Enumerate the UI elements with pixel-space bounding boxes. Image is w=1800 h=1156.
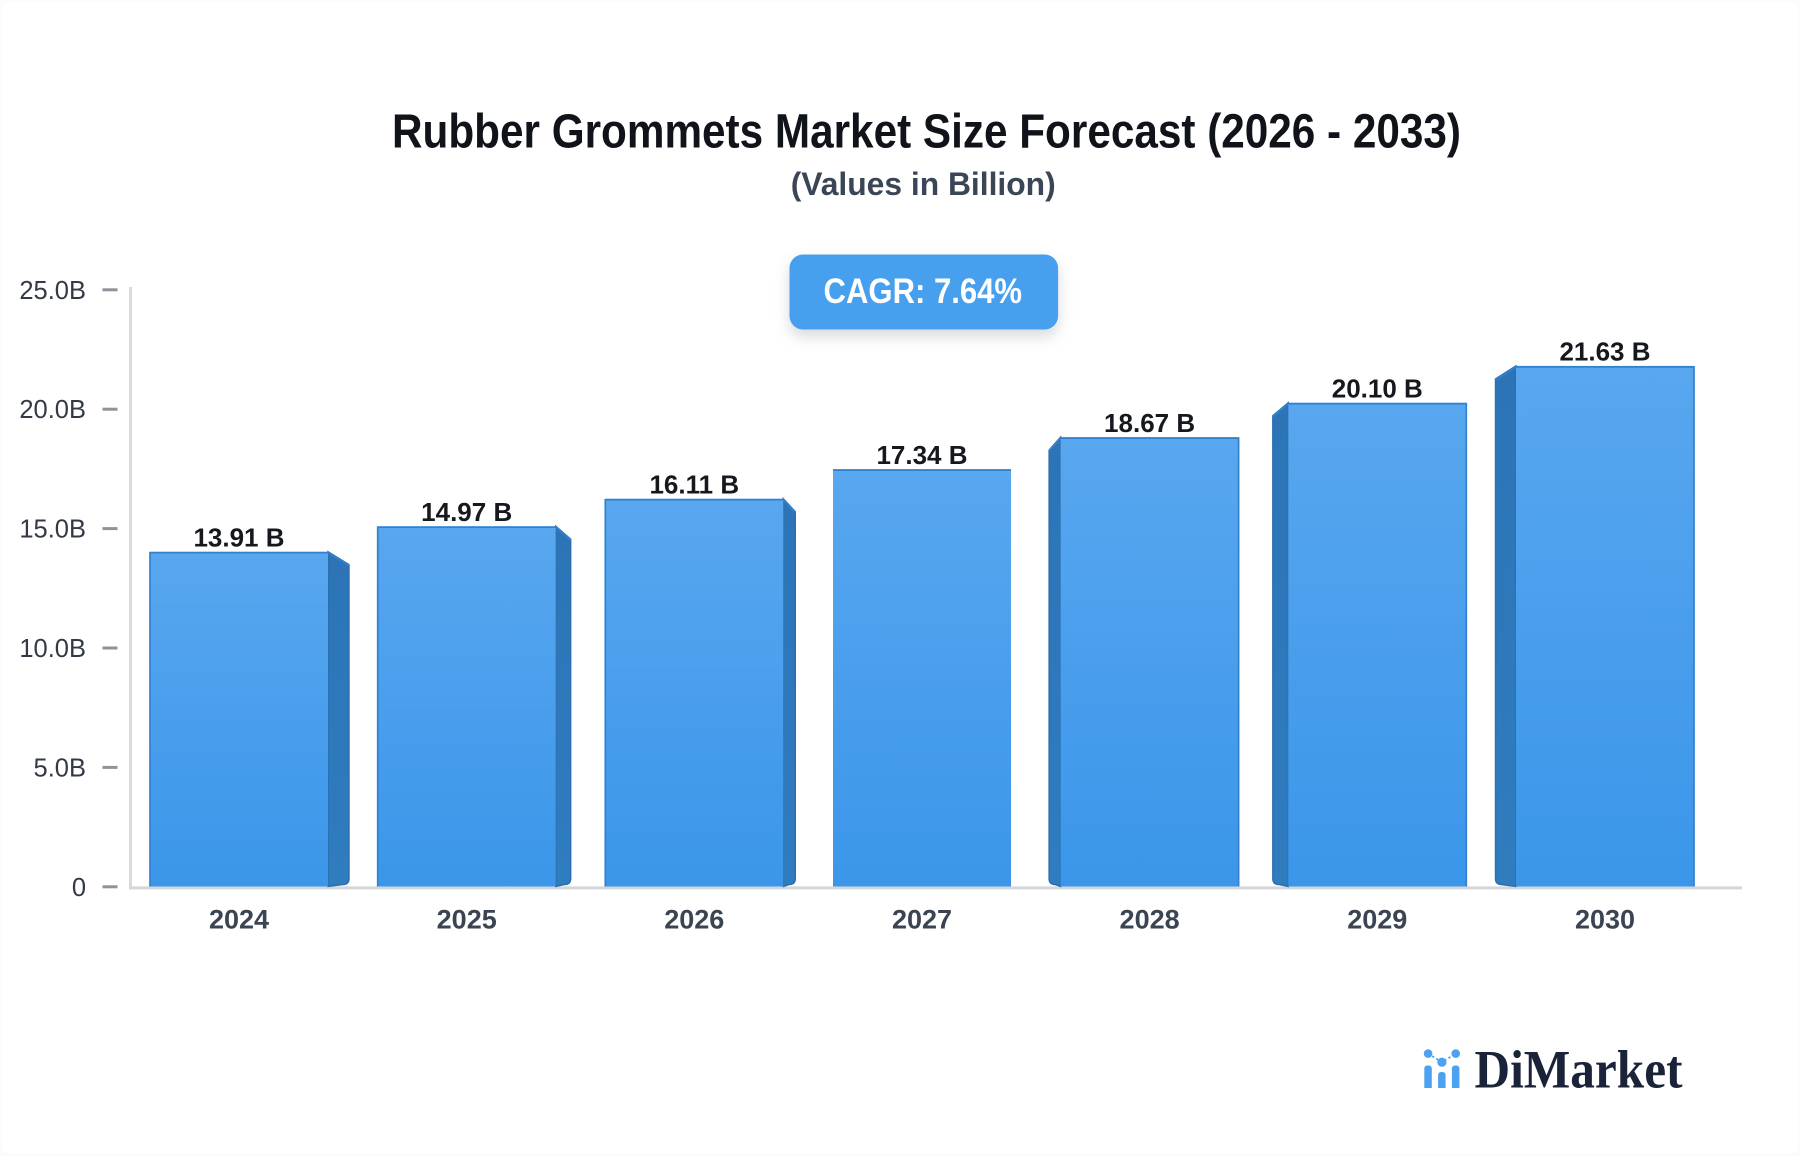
svg-text:(Values in Billion): (Values in Billion)	[791, 166, 1056, 202]
svg-text:2029: 2029	[1347, 905, 1407, 935]
svg-text:2025: 2025	[437, 905, 497, 935]
svg-text:25.0B: 25.0B	[19, 277, 86, 305]
svg-text:5.0B: 5.0B	[34, 754, 86, 782]
svg-text:13.91 B: 13.91 B	[193, 523, 284, 553]
svg-text:15.0B: 15.0B	[19, 516, 86, 544]
svg-text:14.97 B: 14.97 B	[421, 497, 512, 527]
svg-text:2027: 2027	[892, 905, 952, 935]
svg-text:18.67 B: 18.67 B	[1104, 408, 1195, 438]
svg-text:16.11 B: 16.11 B	[649, 470, 739, 500]
svg-text:2030: 2030	[1575, 905, 1635, 935]
svg-text:2024: 2024	[209, 905, 269, 935]
svg-text:20.10 B: 20.10 B	[1332, 374, 1423, 404]
svg-text:2026: 2026	[664, 905, 724, 935]
svg-text:21.63 B: 21.63 B	[1559, 337, 1650, 367]
svg-text:2028: 2028	[1120, 905, 1180, 935]
svg-text:CAGR: 7.64%: CAGR: 7.64%	[824, 272, 1023, 311]
svg-text:17.34 B: 17.34 B	[876, 440, 967, 470]
svg-text:0: 0	[72, 874, 86, 902]
svg-text:Rubber Grommets Market Size Fo: Rubber Grommets Market Size Forecast (20…	[392, 105, 1461, 159]
svg-text:10.0B: 10.0B	[19, 635, 86, 663]
svg-text:20.0B: 20.0B	[19, 396, 86, 424]
svg-text:DiMarket: DiMarket	[1475, 1040, 1683, 1100]
